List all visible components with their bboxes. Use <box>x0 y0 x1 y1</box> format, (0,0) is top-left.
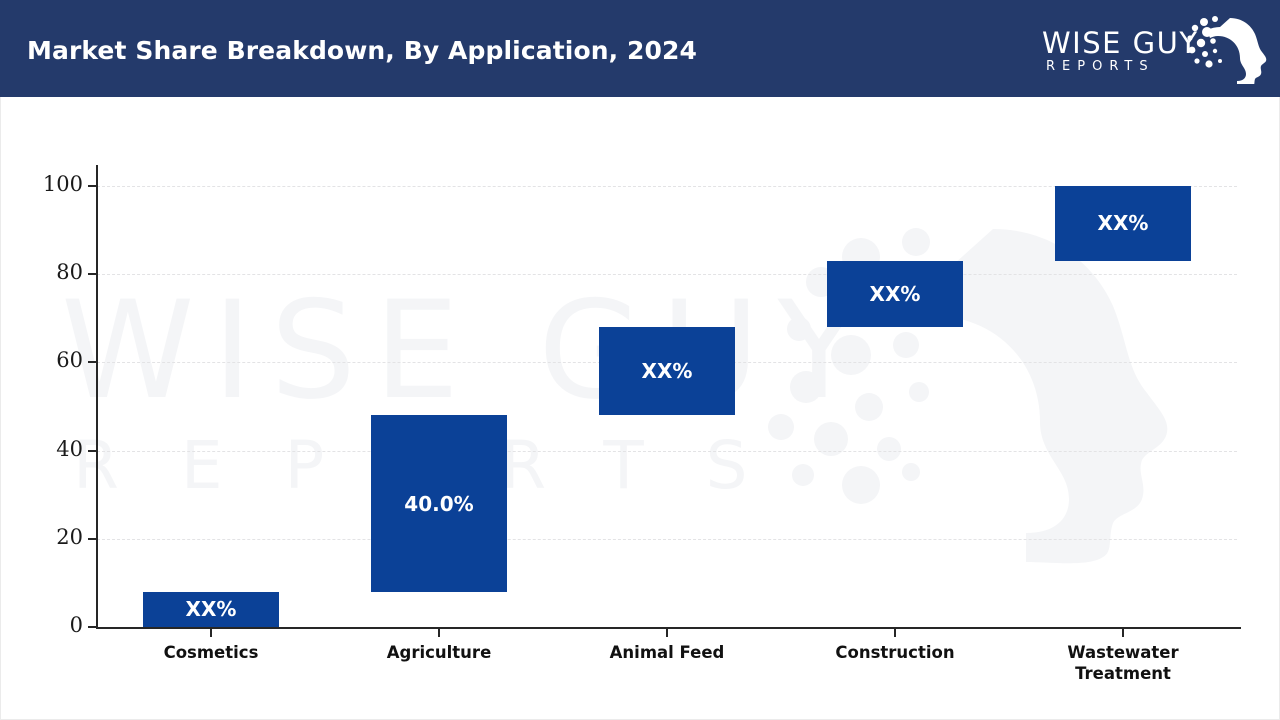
y-axis-label: 60 <box>56 348 83 373</box>
gridline <box>97 186 1237 187</box>
x-axis-label-construction: Construction <box>835 643 955 662</box>
x-axis-tick <box>666 628 668 637</box>
bar-animal-feed[interactable] <box>599 327 735 416</box>
x-axis-tick <box>1122 628 1124 637</box>
x-axis-tick <box>438 628 440 637</box>
x-axis-label-animal-feed: Animal Feed <box>609 643 725 662</box>
x-axis-tick <box>210 628 212 637</box>
gridline <box>97 538 1237 540</box>
x-axis-label-agriculture: Agriculture <box>386 643 492 662</box>
y-axis-label: 0 <box>69 613 83 637</box>
y-axis-tick <box>88 537 97 540</box>
y-axis-label: 20 <box>56 524 83 549</box>
plot-area: 0 20 40 60 80 100 XX% Cosmetics 40.0% Agriculture… <box>1 97 1279 719</box>
bar-value-label: XX% <box>641 359 693 384</box>
logo-sub-text: REPORTS <box>1046 59 1155 74</box>
y-axis-tick <box>88 273 97 276</box>
y-axis-tick <box>88 626 97 628</box>
bar-cosmetics[interactable] <box>143 591 279 627</box>
y-axis-label: 100 <box>42 172 83 196</box>
y-axis-label: 40 <box>56 436 83 461</box>
bar-value-label: XX% <box>869 282 921 307</box>
page-header: Market Share Breakdown, By Application, … <box>0 0 1280 97</box>
bar-agriculture[interactable] <box>371 415 507 592</box>
y-axis-label: 80 <box>56 260 83 285</box>
head-profile-dots-icon <box>1187 16 1267 84</box>
y-axis-tick <box>88 185 97 187</box>
page-title: Market Share Breakdown, By Application, … <box>27 36 698 65</box>
y-axis-tick <box>88 361 97 364</box>
wise-guy-reports-logo: WISE GUY REPORTS <box>1022 12 1272 86</box>
chart-content-area: WISE GUY REPORTS 020406080100XX%Cosmetic… <box>0 97 1280 720</box>
y-axis-line <box>96 165 99 629</box>
y-axis-tick <box>88 449 97 452</box>
bar-value-label: XX% <box>185 597 237 622</box>
bar-value-label: XX% <box>1097 211 1149 236</box>
bar-wastewater-treatment[interactable] <box>1055 186 1191 261</box>
bar-value-label: 40.0% <box>404 491 474 516</box>
gridline <box>97 274 1237 276</box>
logo-main-text: WISE GUY <box>1042 26 1199 60</box>
x-axis-tick <box>894 628 896 637</box>
bar-construction[interactable] <box>827 260 963 328</box>
x-axis-label-cosmetics: Cosmetics <box>163 643 259 662</box>
gridline <box>97 450 1237 452</box>
x-axis-line <box>96 626 1241 629</box>
x-axis-label-wastewater-treatment: Wastewater Treatment <box>1067 643 1179 683</box>
